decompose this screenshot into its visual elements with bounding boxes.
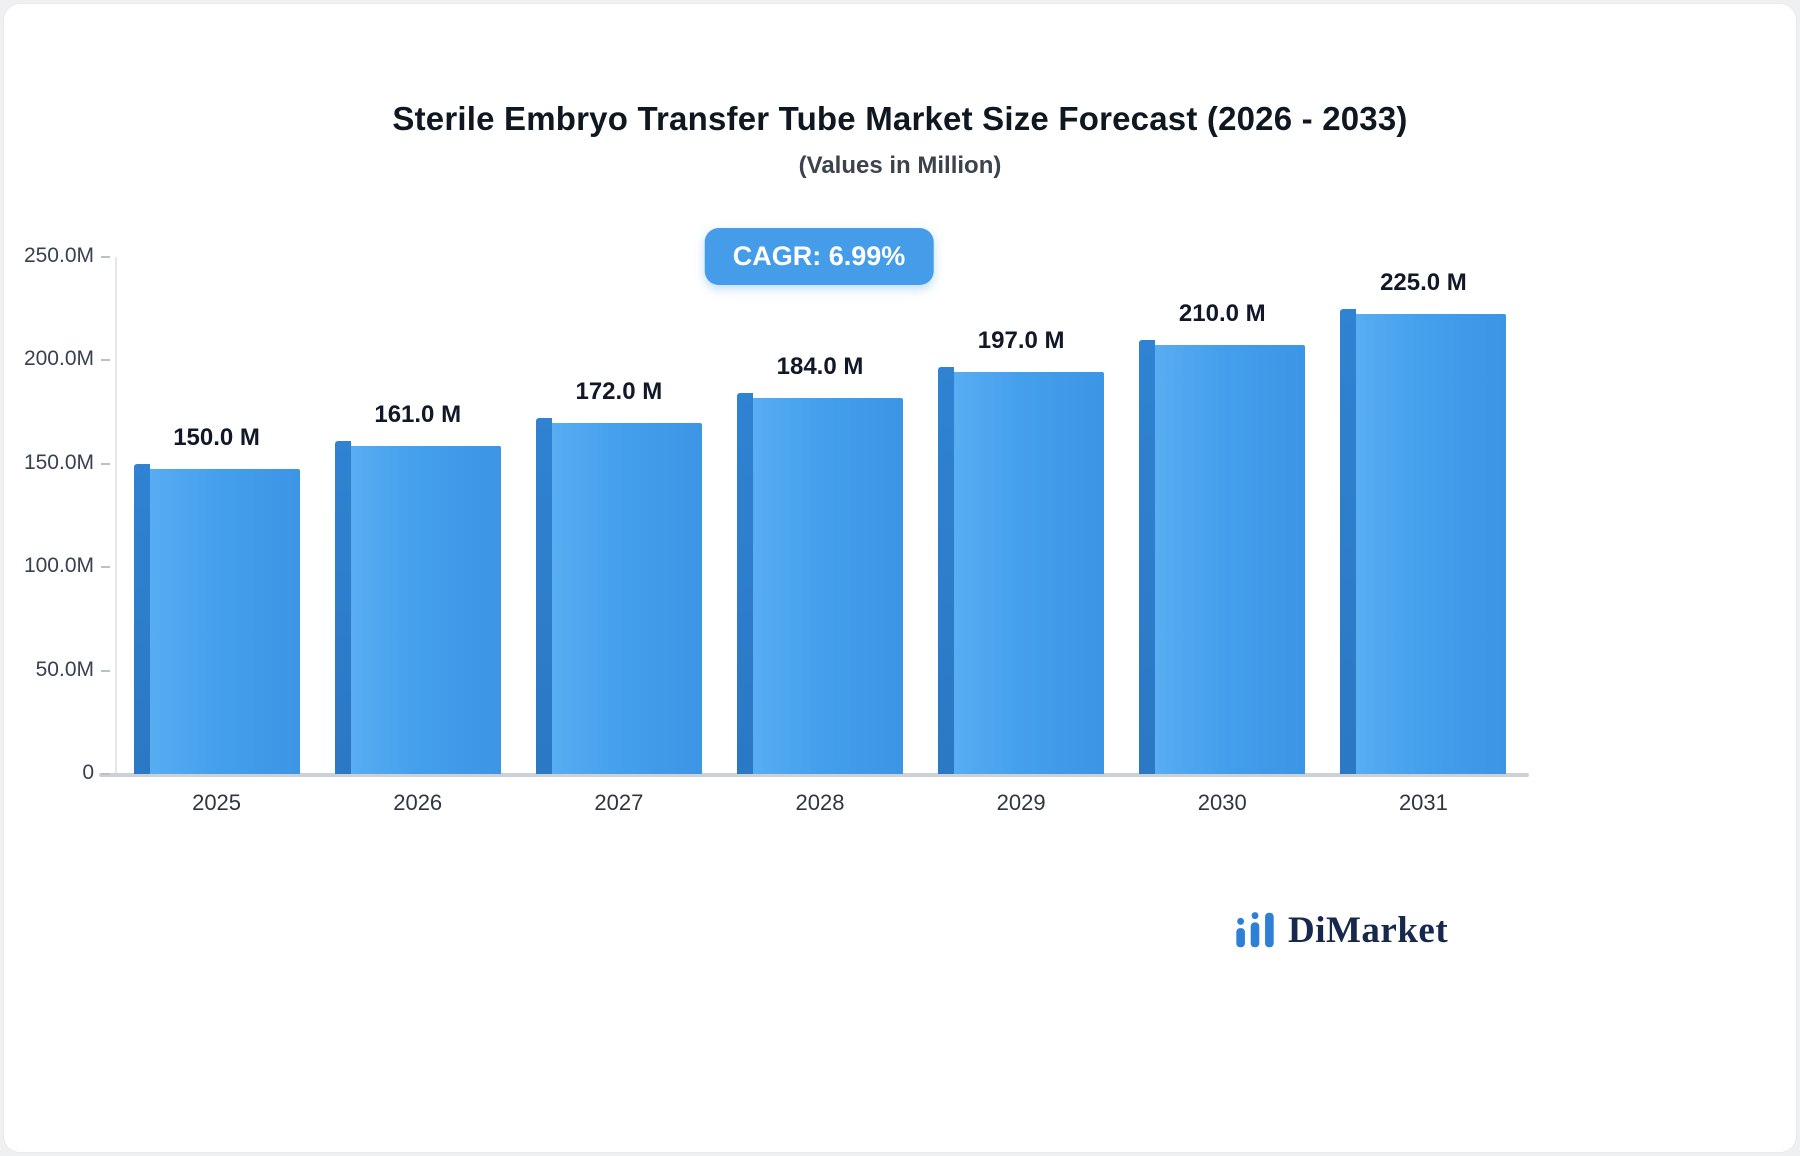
- y-tick-label: 50.0M: [35, 657, 94, 681]
- y-tick-mark: [101, 462, 110, 465]
- bar-value-label: 210.0 M: [1178, 299, 1266, 327]
- bar-side-face: [938, 366, 955, 774]
- y-tick-label: 0: [82, 761, 94, 784]
- chart-card: Sterile Embryo Transfer Tube Market Size…: [4, 4, 1796, 1152]
- bar-front-face: [1356, 313, 1507, 774]
- bar-side-face: [1139, 339, 1156, 774]
- x-tick-label: 2031: [1398, 790, 1448, 815]
- bar-side-face: [1340, 308, 1357, 774]
- bar-side-face: [535, 418, 552, 774]
- x-tick-label: 2025: [192, 790, 242, 815]
- bar-front-face: [753, 398, 903, 774]
- bar-side-face: [133, 463, 150, 774]
- bar: [1340, 308, 1507, 774]
- bar-value-label: 150.0 M: [173, 423, 260, 451]
- bar-value-label: 225.0 M: [1380, 268, 1467, 296]
- bar-value-label: 161.0 M: [374, 401, 462, 429]
- bar-front-face: [954, 371, 1105, 774]
- y-tick-mark: [101, 669, 110, 672]
- dimarket-logo: DiMarket: [1232, 907, 1448, 953]
- y-tick-label: 200.0M: [23, 347, 94, 371]
- bar: [535, 418, 702, 774]
- x-tick-label: 2028: [795, 790, 845, 815]
- y-tick-mark: [101, 256, 110, 258]
- y-tick-label: 100.0M: [23, 554, 94, 578]
- bar-front-face: [1155, 344, 1306, 774]
- y-tick-mark: [101, 566, 110, 569]
- bar-front-face: [149, 468, 300, 774]
- x-tick-label: 2026: [393, 790, 443, 815]
- bar: [938, 366, 1105, 774]
- bar-value-label: 197.0 M: [977, 326, 1065, 354]
- x-tick-label: 2027: [594, 790, 644, 815]
- bar-value-label: 184.0 M: [776, 353, 864, 381]
- y-tick-label: 250.0M: [23, 244, 94, 267]
- bar-value-label: 172.0 M: [575, 378, 663, 406]
- x-axis-baseline: [99, 773, 1529, 777]
- cagr-badge: CAGR: 6.99%: [704, 228, 934, 285]
- bar-front-face: [551, 423, 702, 774]
- bar-front-face: [350, 446, 501, 774]
- y-axis-line: [115, 257, 117, 774]
- bar-side-face: [334, 441, 351, 774]
- chart-subtitle: (Values in Million): [798, 152, 1002, 179]
- x-tick-label: 2030: [1197, 790, 1247, 815]
- chart-title: Sterile Embryo Transfer Tube Market Size…: [392, 100, 1408, 137]
- bar: [737, 393, 903, 774]
- x-tick-label: 2029: [996, 790, 1046, 815]
- y-tick-label: 150.0M: [23, 450, 94, 474]
- bar: [1139, 339, 1306, 774]
- logo-text: DiMarket: [1288, 909, 1449, 951]
- bar: [334, 441, 501, 774]
- y-tick-mark: [101, 359, 110, 362]
- bar-side-face: [737, 393, 753, 774]
- dimarket-logo-icon: [1236, 912, 1274, 948]
- y-tick-mark: [101, 773, 110, 775]
- bar: [133, 463, 300, 774]
